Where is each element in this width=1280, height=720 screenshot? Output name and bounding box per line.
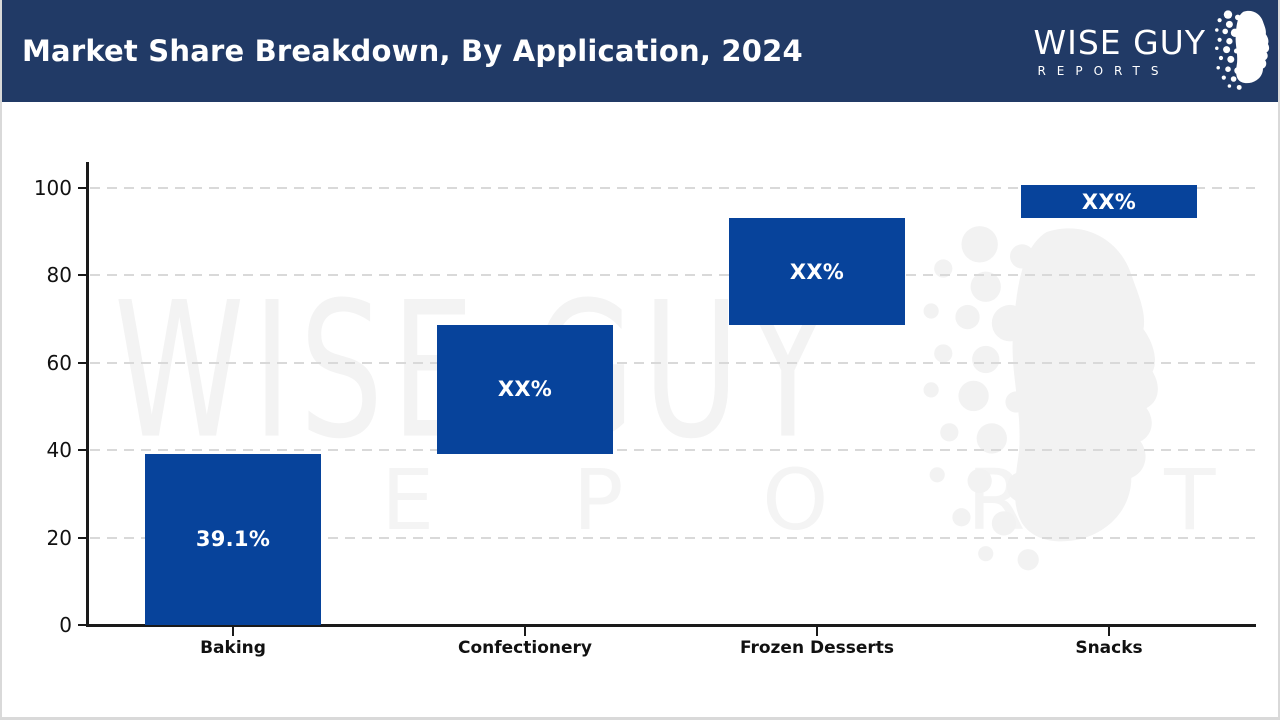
- y-tick-label-80: 80: [46, 263, 72, 287]
- x-category-label: Confectionery: [458, 638, 592, 658]
- x-tick-3: [816, 627, 818, 636]
- y-tick-80: [78, 274, 87, 276]
- page-title: Market Share Breakdown, By Application, …: [22, 34, 803, 68]
- bar-value-label: XX%: [497, 377, 553, 402]
- bar-confectionery: XX%: [437, 324, 613, 454]
- y-tick-20: [78, 536, 87, 539]
- x-axis-line: [86, 624, 1256, 627]
- bar-frozen-desserts: XX%: [729, 218, 905, 325]
- x-category-label: Baking: [200, 638, 266, 658]
- gridline-20: [90, 536, 1255, 539]
- y-tick-label-40: 40: [46, 438, 72, 462]
- y-axis-spine: [86, 162, 89, 627]
- x-tick-2: [524, 627, 526, 636]
- header-bar: Market Share Breakdown, By Application, …: [2, 0, 1278, 102]
- bar-value-label: XX%: [1081, 189, 1137, 214]
- bar-value-label: 39.1%: [195, 527, 271, 552]
- y-tick-label-0: 0: [59, 613, 72, 637]
- y-tick-0: [78, 624, 87, 626]
- x-category-label: Frozen Desserts: [739, 638, 895, 658]
- gridline-100: [90, 186, 1255, 189]
- logo-wordmark: WISE GUY: [1033, 22, 1206, 62]
- y-tick-40: [78, 449, 87, 451]
- gridline-40: [90, 449, 1255, 451]
- bar-snacks: XX%: [1021, 185, 1197, 219]
- logo-subtext: REPORTS: [1037, 63, 1170, 78]
- y-tick-100: [78, 186, 87, 189]
- logo: WISE GUY REPORTS: [1033, 9, 1270, 93]
- bar-value-label: XX%: [789, 259, 845, 284]
- x-tick-4: [1108, 627, 1110, 636]
- y-tick-label-20: 20: [46, 525, 72, 550]
- y-tick-60: [78, 361, 87, 364]
- y-tick-label-100: 100: [33, 175, 72, 200]
- bar-baking: 39.1%: [145, 453, 321, 625]
- x-tick-1: [232, 627, 234, 636]
- gridline-60: [90, 361, 1255, 364]
- x-category-label: Snacks: [1075, 638, 1143, 658]
- y-tick-label-60: 60: [46, 350, 72, 375]
- logo-text: WISE GUY REPORTS: [1033, 26, 1206, 77]
- gridline-80: [90, 274, 1255, 276]
